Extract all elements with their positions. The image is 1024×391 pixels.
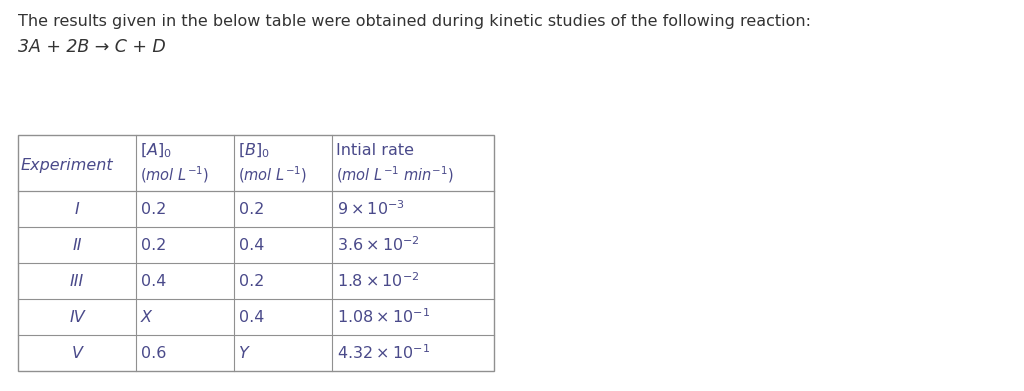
Text: $4.32 \times 10^{-1}$: $4.32 \times 10^{-1}$ xyxy=(337,344,430,362)
Text: $3.6 \times 10^{-2}$: $3.6 \times 10^{-2}$ xyxy=(337,236,420,255)
Text: $1.8 \times 10^{-2}$: $1.8 \times 10^{-2}$ xyxy=(337,272,420,291)
Text: $(mol\ L^{-1}\ min^{-1})$: $(mol\ L^{-1}\ min^{-1})$ xyxy=(336,164,454,185)
Text: $(mol\ L^{-1})$: $(mol\ L^{-1})$ xyxy=(238,164,307,185)
Text: 0.4: 0.4 xyxy=(141,273,166,289)
Text: 0.2: 0.2 xyxy=(141,201,166,217)
Text: $[B]_0$: $[B]_0$ xyxy=(238,142,270,160)
Text: I: I xyxy=(75,201,80,217)
Text: Y: Y xyxy=(239,346,249,361)
Text: V: V xyxy=(72,346,83,361)
Text: $9 \times 10^{-3}$: $9 \times 10^{-3}$ xyxy=(337,200,404,218)
Text: 0.6: 0.6 xyxy=(141,346,166,361)
Text: IV: IV xyxy=(70,310,85,325)
Text: III: III xyxy=(70,273,84,289)
Text: $[A]_0$: $[A]_0$ xyxy=(140,142,172,160)
Text: $(mol\ L^{-1})$: $(mol\ L^{-1})$ xyxy=(140,164,209,185)
Bar xyxy=(18,135,494,371)
Text: $1.08 \times 10^{-1}$: $1.08 \times 10^{-1}$ xyxy=(337,308,430,326)
Text: 0.4: 0.4 xyxy=(239,237,264,253)
Text: 0.2: 0.2 xyxy=(141,237,166,253)
Text: The results given in the below table were obtained during kinetic studies of the: The results given in the below table wer… xyxy=(18,14,811,29)
Text: II: II xyxy=(73,237,82,253)
Text: Experiment: Experiment xyxy=(22,158,114,173)
Text: 3A + 2B → C + D: 3A + 2B → C + D xyxy=(18,38,166,56)
Text: 0.2: 0.2 xyxy=(239,201,264,217)
Text: X: X xyxy=(141,310,152,325)
Text: 0.2: 0.2 xyxy=(239,273,264,289)
Text: Intial rate: Intial rate xyxy=(336,143,414,158)
Text: 0.4: 0.4 xyxy=(239,310,264,325)
